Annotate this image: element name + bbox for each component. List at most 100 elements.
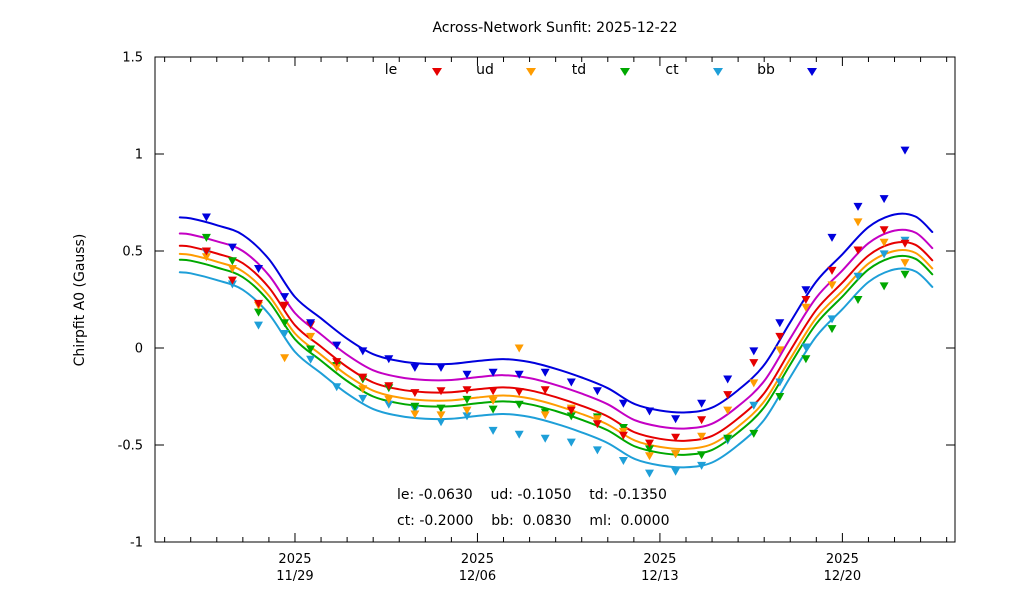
point-ct: [671, 467, 681, 476]
point-le: [410, 389, 420, 398]
y-tick-label: 0: [135, 342, 143, 357]
point-ct: [514, 430, 524, 439]
point-bb: [410, 363, 420, 372]
point-le: [645, 439, 654, 448]
point-ct: [358, 394, 368, 403]
point-td: [566, 412, 576, 421]
point-td: [827, 325, 837, 334]
point-ud: [410, 410, 420, 419]
point-ct: [879, 250, 889, 259]
point-ud: [540, 411, 550, 420]
point-ud: [801, 303, 811, 312]
point-bb: [618, 399, 628, 408]
y-tick-label: -1: [130, 536, 143, 551]
point-ud: [592, 415, 602, 424]
chart-title: Across-Network Sunfit: 2025-12-22: [432, 20, 678, 36]
point-ud: [384, 395, 394, 404]
point-le: [671, 433, 681, 442]
point-le: [227, 276, 237, 285]
legend: le ud td ct bb: [0, 62, 1024, 82]
curve-ct: [178, 267, 934, 469]
point-bb: [201, 213, 211, 222]
legend-label-bb: bb: [757, 62, 775, 78]
point-ud: [462, 406, 472, 415]
point-ct: [488, 426, 498, 435]
point-td: [853, 296, 863, 304]
point-td: [306, 345, 316, 354]
x-tick-label-date: 12/06: [459, 569, 496, 584]
point-bb: [254, 265, 263, 273]
point-ud: [358, 385, 368, 394]
point-bb: [436, 363, 446, 372]
point-bb: [749, 347, 759, 356]
point-le: [201, 247, 211, 256]
point-ud: [879, 238, 889, 247]
point-td: [280, 319, 290, 328]
point-bb: [592, 387, 602, 396]
legend-marker-bb-triangle-icon: [807, 68, 817, 76]
point-le: [900, 239, 910, 248]
point-le: [358, 373, 368, 382]
point-ct: [254, 321, 263, 330]
point-ud: [749, 379, 759, 388]
point-ct: [827, 315, 837, 324]
point-td: [645, 445, 654, 454]
point-td: [410, 402, 420, 411]
x-tick-label-date: 12/20: [824, 569, 861, 584]
point-le: [436, 387, 446, 396]
point-le: [801, 296, 811, 304]
point-le: [566, 406, 576, 415]
point-td: [697, 451, 707, 460]
fit-stats-row-1: le: -0.0630 ud: -0.1050 td: -0.1350: [397, 487, 667, 503]
point-ct: [853, 272, 863, 281]
point-td: [879, 282, 889, 291]
point-le: [254, 299, 263, 308]
legend-label-le: le: [384, 62, 398, 78]
point-le: [332, 358, 342, 367]
x-tick-label-year: 2025: [643, 552, 676, 567]
point-le: [618, 431, 628, 440]
point-bb: [827, 233, 837, 242]
point-td: [775, 393, 785, 401]
point-ct: [436, 418, 446, 427]
y-tick-label: 1.5: [122, 51, 143, 66]
y-tick-label: 0.5: [122, 245, 143, 260]
point-bb: [332, 341, 342, 350]
point-le: [540, 386, 550, 395]
point-td: [462, 395, 472, 404]
point-bb: [645, 407, 654, 416]
point-ud: [488, 396, 498, 405]
point-bb: [540, 368, 550, 377]
point-ct: [462, 412, 472, 421]
point-bb: [462, 370, 472, 379]
point-ct: [592, 446, 602, 455]
fit-stats-row-2: ct: -0.2000 bb: 0.0830 ml: 0.0000: [397, 513, 670, 529]
point-bb: [775, 319, 785, 328]
x-tick-label-date: 11/29: [276, 569, 313, 584]
point-ud: [645, 452, 654, 461]
point-ct: [566, 438, 576, 447]
point-bb: [566, 378, 576, 387]
point-le: [488, 387, 498, 396]
y-tick-label: -0.5: [118, 439, 143, 454]
point-ct: [618, 457, 628, 465]
point-bb: [358, 347, 368, 356]
point-ud: [827, 281, 837, 290]
legend-label-td: td: [571, 62, 587, 78]
point-le: [879, 226, 889, 235]
point-ud: [306, 332, 316, 341]
point-le: [384, 382, 394, 391]
point-le: [697, 416, 707, 425]
point-le: [853, 246, 863, 255]
point-ct: [801, 343, 811, 352]
point-le: [592, 420, 602, 429]
point-bb: [879, 195, 889, 204]
x-tick-label-year: 2025: [278, 552, 311, 567]
point-td: [436, 404, 446, 413]
curve-le: [178, 240, 934, 442]
point-bb: [488, 368, 498, 377]
point-bb: [384, 355, 394, 364]
legend-marker-ud-triangle-icon: [526, 68, 536, 76]
